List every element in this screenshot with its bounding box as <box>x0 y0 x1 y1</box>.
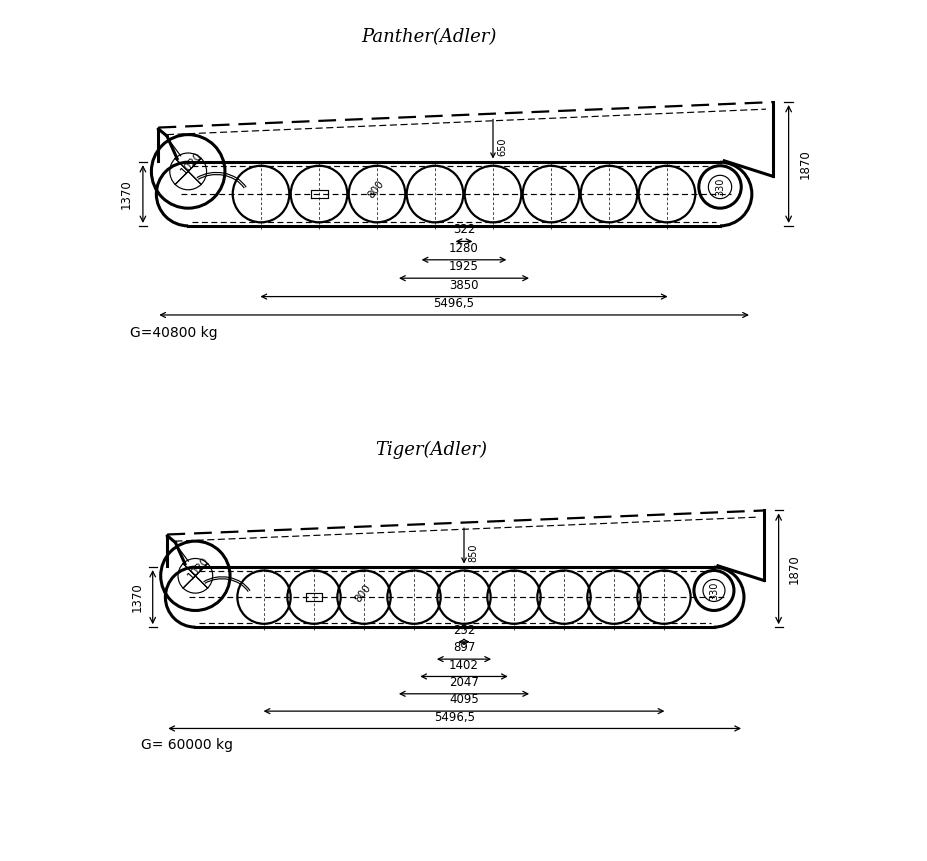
Text: 1870: 1870 <box>787 554 800 584</box>
Text: 1020: 1020 <box>178 150 203 176</box>
Text: 897: 897 <box>452 641 475 654</box>
Text: 1370: 1370 <box>120 179 133 209</box>
Text: 2047: 2047 <box>449 676 478 689</box>
Text: 850: 850 <box>467 543 477 561</box>
Text: 1370: 1370 <box>130 582 143 612</box>
Text: Panther(Adler): Panther(Adler) <box>361 28 496 46</box>
Text: 322: 322 <box>452 224 475 237</box>
Text: 5496,5: 5496,5 <box>433 297 474 310</box>
Text: 800: 800 <box>365 179 385 201</box>
Text: 1870: 1870 <box>797 149 810 179</box>
Text: 1925: 1925 <box>449 260 478 273</box>
Text: 1020: 1020 <box>185 554 210 581</box>
Text: 4095: 4095 <box>449 693 478 707</box>
Text: 5496,5: 5496,5 <box>434 711 475 724</box>
Text: 330: 330 <box>715 177 725 196</box>
Text: Tiger(Adler): Tiger(Adler) <box>375 441 486 459</box>
Text: 330: 330 <box>709 581 718 599</box>
Text: 252: 252 <box>452 624 475 637</box>
Text: 3850: 3850 <box>449 279 478 292</box>
Text: 1280: 1280 <box>449 242 478 255</box>
Text: G= 60000 kg: G= 60000 kg <box>141 739 233 753</box>
Text: 800: 800 <box>352 582 373 604</box>
Text: G=40800 kg: G=40800 kg <box>130 325 218 339</box>
Text: 650: 650 <box>497 138 507 156</box>
Text: 1402: 1402 <box>449 659 478 672</box>
